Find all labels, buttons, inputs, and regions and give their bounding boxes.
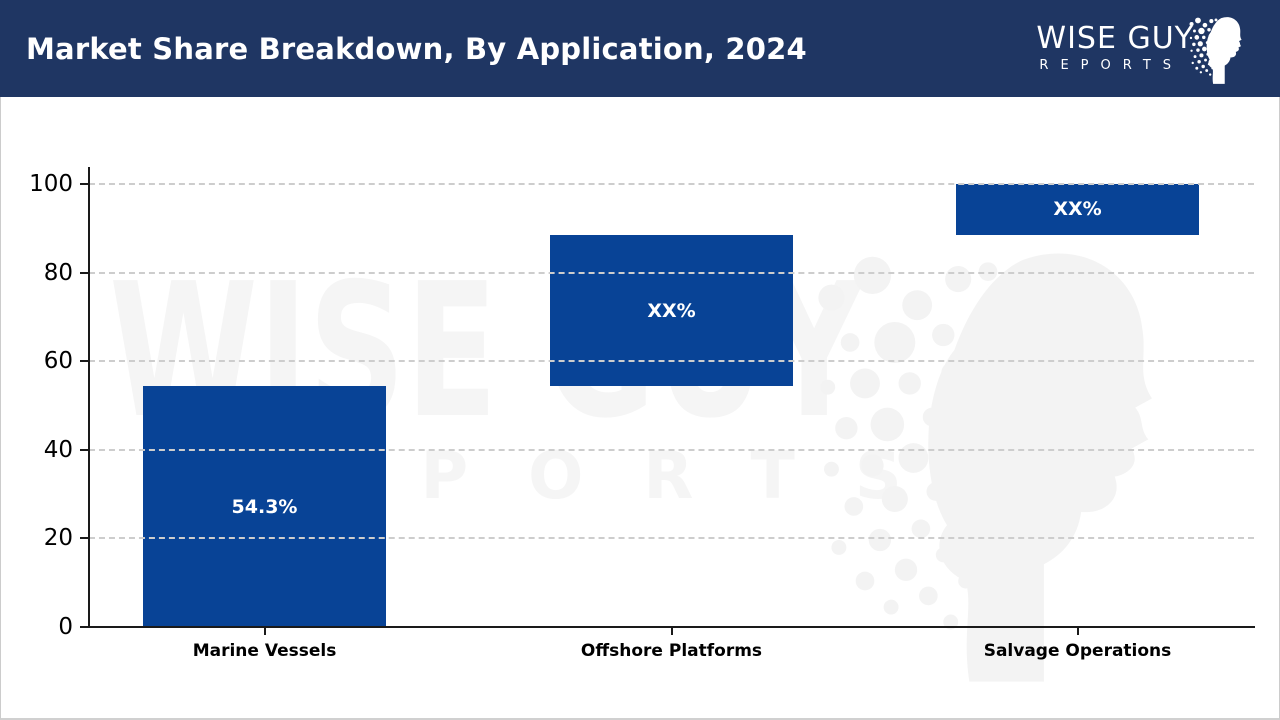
bar-value-label: 54.3% [231,495,298,518]
page-title: Market Share Breakdown, By Application, … [26,31,807,66]
bar-marine-vessels: 54.3% [143,386,386,627]
gridline-100 [89,183,1254,185]
y-axis-tick-label: 40 [43,436,73,463]
x-tick-marine-vessels [263,628,266,635]
logo-face-icon [1189,16,1242,84]
x-axis-line [88,626,1255,628]
plot: 54.3% Marine Vessels XX% Offshore Platforms… [1,97,1279,718]
y-tick-0 [80,626,89,628]
y-axis-tick-label: 20 [43,525,73,552]
y-axis-tick-label: 60 [43,348,73,375]
bar-value-label: XX% [647,299,696,322]
x-axis-category-label: Offshore Platforms [580,641,763,661]
x-tick-salvage-operations [1076,628,1079,635]
brand-logo: WISE GUY REPORTS [1036,12,1248,86]
x-axis-category-label: Salvage Operations [983,641,1172,661]
y-axis-tick-label: 80 [43,259,73,286]
gridline-80 [89,271,1254,274]
gridline-60 [89,360,1254,363]
y-tick-40 [80,448,89,451]
y-axis-line [88,167,90,628]
header: Market Share Breakdown, By Application, … [0,0,1280,97]
gridline-40 [89,448,1254,451]
x-axis-category-label: Marine Vessels [192,641,337,661]
logo-wordmark: WISE GUY REPORTS [1036,21,1194,74]
bar-value-label: XX% [1053,198,1102,221]
y-tick-80 [80,271,89,274]
chart-area: WISE GUY REPORTS 54.3% Marine Vessels XX% O… [0,97,1280,720]
logo-wordmark-line2: REPORTS [1039,58,1184,73]
y-tick-60 [80,360,89,363]
y-axis-tick-label: 100 [29,171,73,197]
bar-salvage-operations: XX% [956,184,1199,235]
gridline-20 [89,537,1254,540]
y-axis-tick-label: 0 [58,614,73,640]
y-tick-20 [80,537,89,540]
bar-offshore-platforms: XX% [550,234,793,387]
y-tick-100 [80,183,89,185]
x-tick-offshore-platforms [670,628,673,635]
logo-wordmark-line1: WISE GUY [1036,21,1194,56]
